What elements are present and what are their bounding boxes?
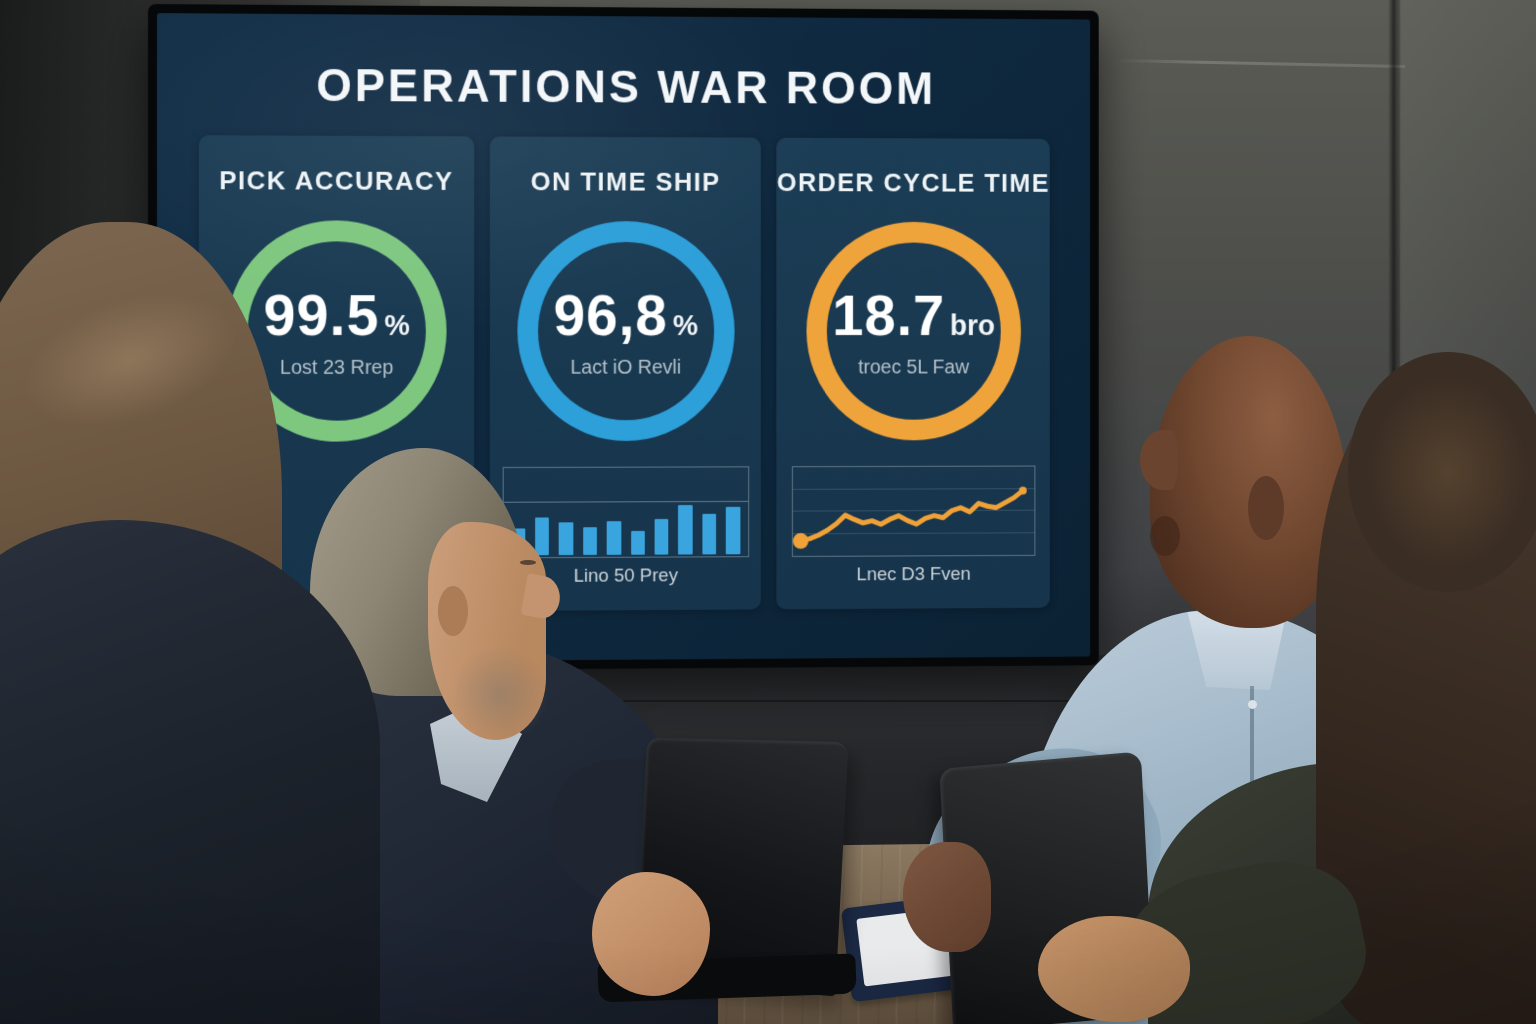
bar bbox=[654, 518, 669, 555]
person-center-man-clasped-hands bbox=[592, 872, 710, 996]
person-center-man-stubble bbox=[452, 646, 548, 742]
person-right-man-ear bbox=[1248, 476, 1284, 540]
dashboard-title: OPERATIONS WAR ROOM bbox=[316, 58, 937, 114]
bar bbox=[726, 506, 741, 555]
person-right-man-hand bbox=[903, 842, 991, 952]
person-right-man-mouth bbox=[1150, 516, 1180, 556]
kpi-ring-orange: 18.7 bro troec 5L Faw bbox=[806, 221, 1021, 441]
person-farright-woman-hair-crown bbox=[1348, 352, 1536, 592]
kpi-value: 18.7 bbox=[832, 283, 946, 348]
kpi-subtitle: Lost 23 Rrep bbox=[279, 356, 394, 379]
bar bbox=[702, 513, 717, 555]
kpi-unit: % bbox=[672, 310, 698, 342]
bar-chart-caption: Lino 50 Prey bbox=[573, 565, 678, 587]
kpi-unit: % bbox=[384, 310, 410, 342]
kpi-unit: bro bbox=[949, 310, 995, 342]
kpi-value: 96,8 bbox=[553, 283, 668, 348]
shirt-button bbox=[1248, 700, 1257, 709]
wall-mounted-tv: OPERATIONS WAR ROOM PICK ACCURACY 99.5 %… bbox=[148, 4, 1099, 672]
kpi-label: ON TIME SHIP bbox=[530, 166, 721, 197]
kpi-label: PICK ACCURACY bbox=[219, 165, 454, 196]
wall-seam-below-tv bbox=[170, 700, 1120, 702]
trend-line-svg bbox=[792, 486, 1027, 549]
person-center-man-eye bbox=[520, 560, 536, 565]
dashboard-screen: OPERATIONS WAR ROOM PICK ACCURACY 99.5 %… bbox=[156, 13, 1091, 663]
bar bbox=[582, 527, 598, 555]
bar bbox=[559, 522, 574, 556]
kpi-label: ORDER CYCLE TIME bbox=[776, 167, 1050, 198]
wall-seam-horizontal bbox=[1115, 58, 1405, 69]
kpi-subtitle: troec 5L Faw bbox=[858, 356, 970, 379]
line-chart-caption: Lnec D3 Fven bbox=[856, 563, 971, 586]
kpi-subtitle: Lact iO Revli bbox=[570, 356, 682, 379]
bar bbox=[535, 517, 550, 556]
bar bbox=[630, 530, 645, 555]
mini-bar-chart-bars bbox=[511, 503, 741, 556]
kpi-card-row: PICK ACCURACY 99.5 % Lost 23 Rrep ON TIM… bbox=[157, 111, 1090, 613]
bar bbox=[606, 520, 621, 555]
mini-line-chart bbox=[791, 465, 1036, 557]
bar bbox=[678, 505, 693, 555]
kpi-ring-blue: 96,8 % Lact iO Revli bbox=[517, 220, 735, 442]
person-left-woman-blazer bbox=[0, 520, 380, 1024]
person-right-man-head bbox=[1150, 336, 1348, 628]
person-right-man-nose bbox=[1140, 430, 1178, 490]
person-farright-woman-hands bbox=[1038, 916, 1190, 1022]
kpi-card-on-time-ship: ON TIME SHIP 96,8 % Lact iO Revli Lino 5… bbox=[489, 136, 762, 612]
person-center-man-ear bbox=[438, 586, 468, 636]
kpi-card-order-cycle-time: ORDER CYCLE TIME 18.7 bro troec 5L Faw bbox=[776, 137, 1050, 610]
kpi-value: 99.5 bbox=[263, 283, 380, 348]
mini-bar-chart bbox=[502, 466, 749, 559]
